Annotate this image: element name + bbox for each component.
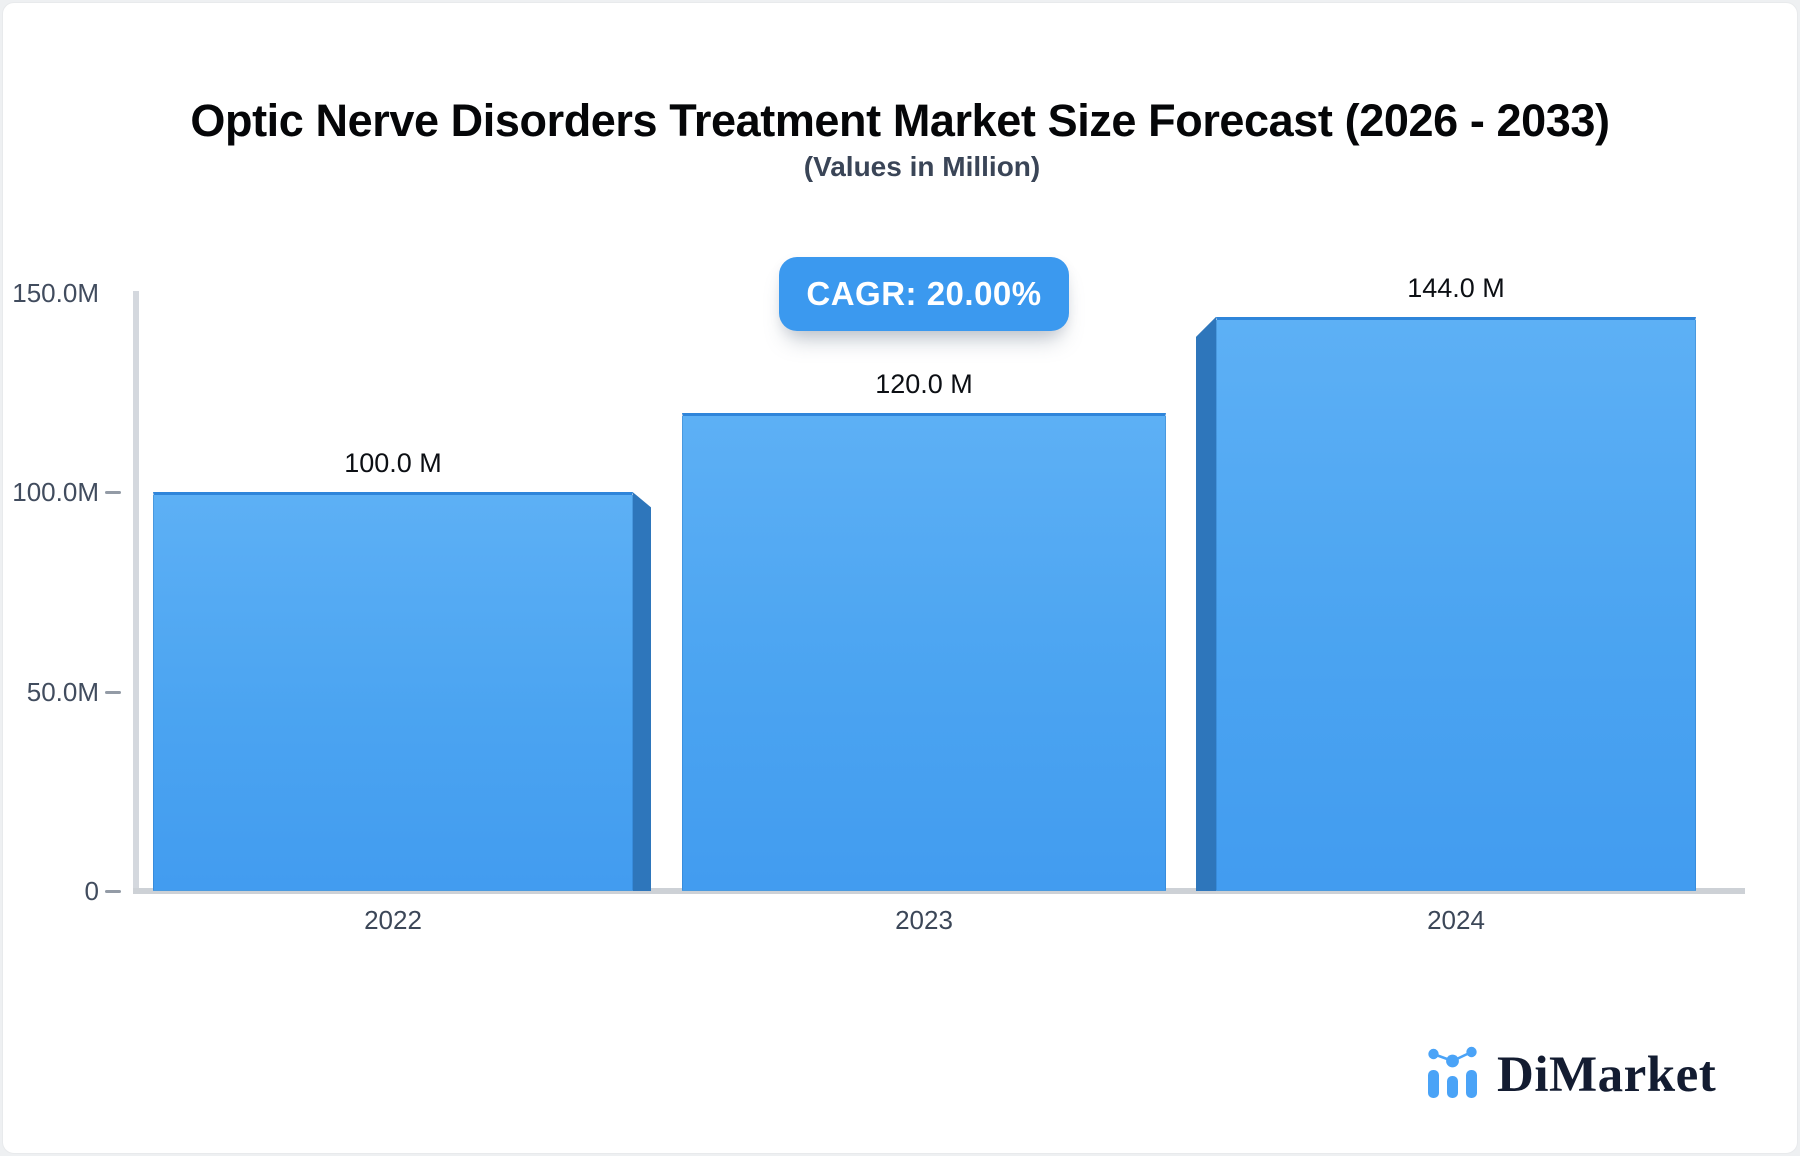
x-axis-line	[133, 888, 1745, 894]
x-axis-category-label: 2022	[364, 905, 422, 935]
y-axis-line	[133, 291, 139, 892]
bar-value-label: 100.0 M	[344, 448, 442, 479]
y-axis-tick-label: 150.0M	[12, 278, 99, 308]
bar-side-face	[1196, 316, 1216, 891]
bar-value-label: 120.0 M	[875, 368, 973, 399]
y-axis-tick-label: 50.0M	[26, 676, 99, 707]
page-subtitle: (Values in Million)	[803, 151, 1041, 182]
bar-value-label: 144.0 M	[1407, 272, 1505, 303]
bar-2023	[682, 412, 1166, 891]
y-axis-tick-label: 100.0M	[12, 477, 99, 508]
y-axis-tick-dash	[105, 491, 121, 495]
x-axis-category-label: 2023	[895, 905, 953, 935]
bar-side-face	[633, 492, 651, 891]
brand-name: DiMarket	[1497, 1046, 1717, 1103]
y-axis-tick-dash	[105, 690, 121, 694]
cagr-badge-label: CAGR: 20.00%	[806, 275, 1042, 312]
y-axis-tick-dash	[105, 890, 121, 893]
y-axis-tick-label: 0	[84, 876, 99, 906]
page-title: Optic Nerve Disorders Treatment Market S…	[190, 95, 1610, 146]
bar-2022	[153, 492, 633, 891]
x-axis-category-label: 2024	[1427, 905, 1485, 935]
bar-2024	[1216, 316, 1696, 891]
brand-logo: DiMarket	[1423, 1037, 1716, 1109]
bar-chart-logo-icon	[1428, 1046, 1477, 1098]
cagr-badge: CAGR: 20.00%	[779, 257, 1069, 331]
